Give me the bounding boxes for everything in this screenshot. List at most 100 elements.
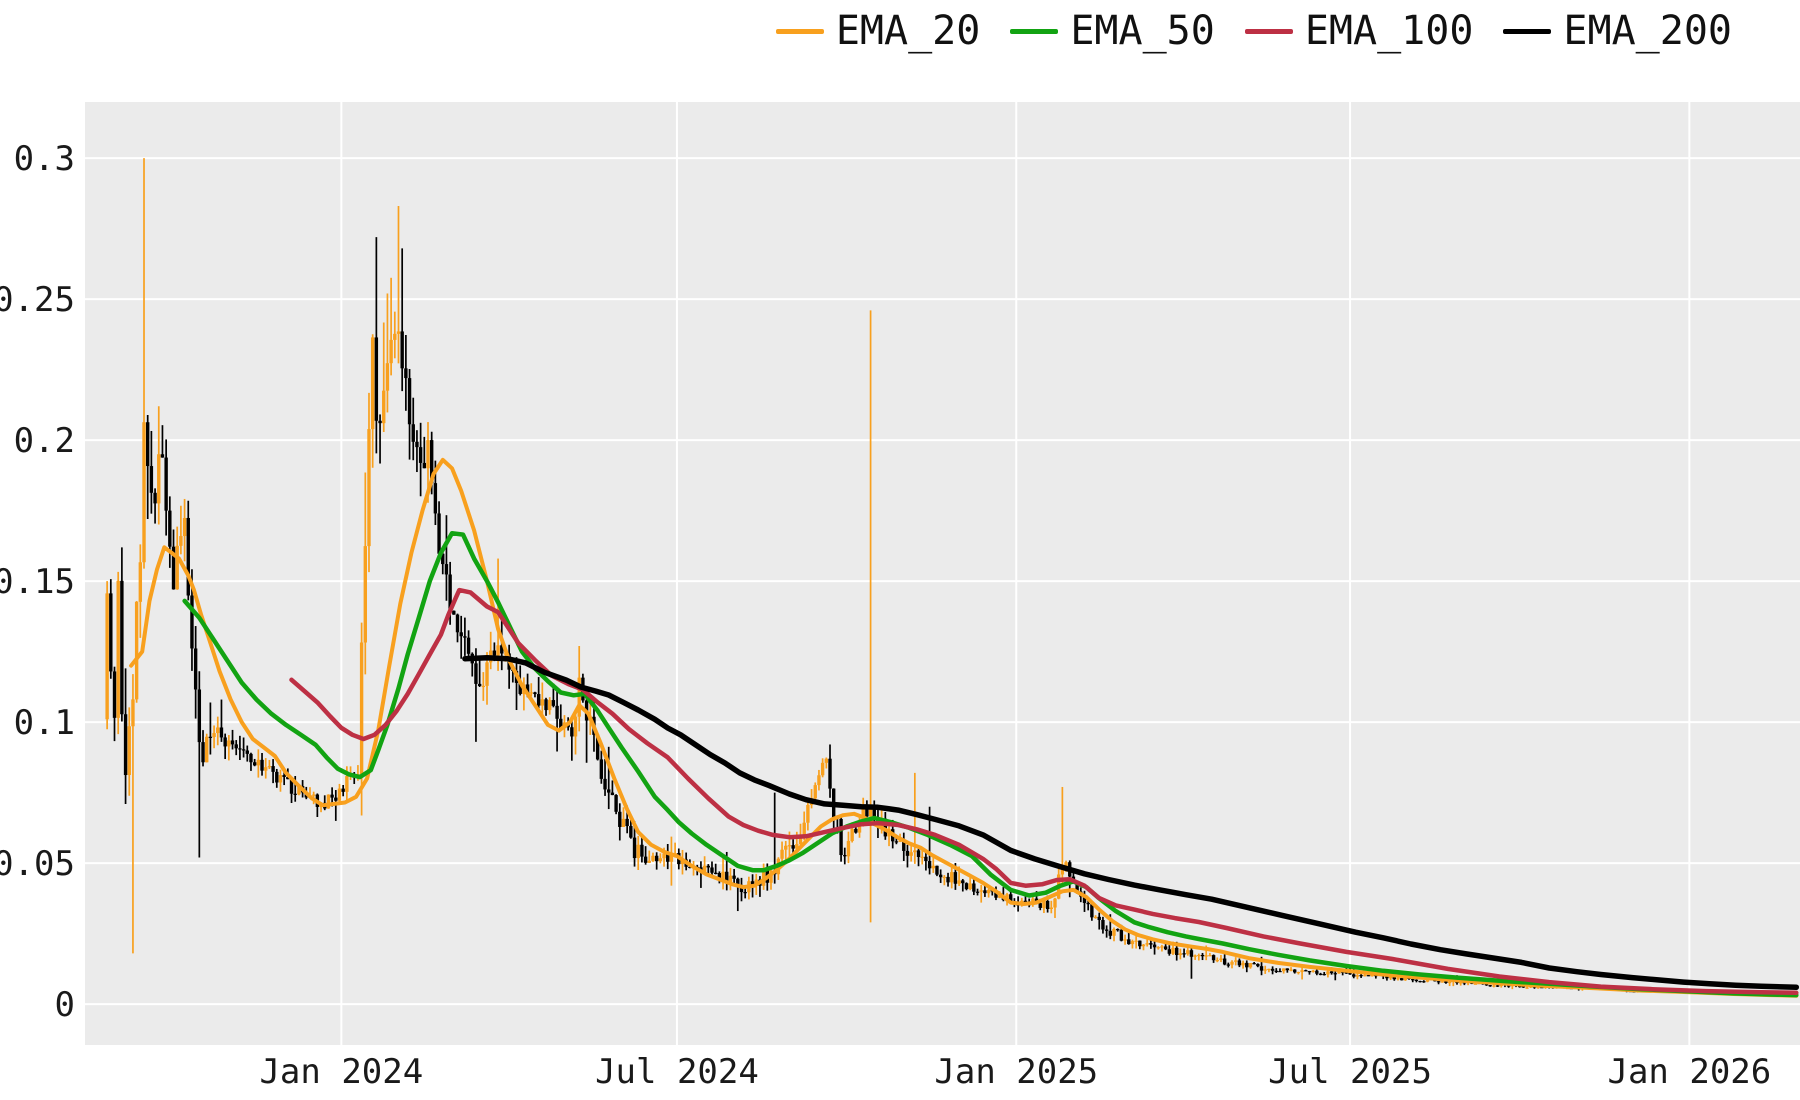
- candle-down: [1274, 970, 1278, 972]
- candle-up: [1248, 963, 1253, 968]
- candle-up: [138, 562, 143, 602]
- x-tick-label: Jul 2025: [1268, 1052, 1432, 1092]
- candle-up: [1355, 975, 1360, 977]
- candle-down: [171, 546, 176, 590]
- candle-up: [389, 339, 393, 364]
- candle-up: [345, 776, 349, 792]
- ema-20-line: [129, 457, 1799, 998]
- candle-up: [647, 860, 651, 863]
- candle-up: [1458, 982, 1463, 984]
- legend-swatch-ema-50: [1010, 28, 1059, 34]
- legend-label-ema-20: EMA_20: [835, 8, 981, 54]
- candle-down: [1226, 964, 1231, 966]
- candle-down: [153, 492, 157, 504]
- candle-up: [326, 794, 331, 809]
- candle-up: [256, 759, 261, 766]
- candle-down: [164, 457, 168, 511]
- candle-down: [241, 749, 246, 751]
- candle-up: [1204, 955, 1208, 957]
- candle-up: [359, 642, 364, 775]
- legend-item-ema-20: EMA_20: [775, 8, 981, 54]
- candle-down: [1152, 944, 1157, 948]
- candle-down: [437, 513, 441, 554]
- legend-swatch-ema-20: [775, 28, 824, 34]
- legend-label-ema-200: EMA_200: [1563, 8, 1732, 54]
- y-tick-label: 0.3: [14, 139, 75, 179]
- candle-up: [182, 517, 187, 537]
- candle-down: [455, 614, 460, 633]
- candle-up: [820, 762, 825, 776]
- candle-up: [131, 699, 135, 727]
- candle-up: [1215, 959, 1219, 962]
- candle-down: [448, 574, 452, 611]
- candle-down: [433, 483, 438, 514]
- candle-down: [1104, 929, 1109, 931]
- candle-down: [120, 580, 124, 715]
- candle-up: [795, 844, 799, 849]
- candle-down: [839, 818, 843, 856]
- candle-down: [1252, 963, 1256, 965]
- candle-down: [459, 632, 463, 637]
- x-tick-label: Jan 2025: [934, 1052, 1098, 1092]
- candle-down: [249, 753, 253, 763]
- y-tick-label: 0.2: [14, 421, 75, 461]
- candle-down: [1399, 978, 1404, 981]
- candle-down: [736, 878, 740, 885]
- candle-up: [393, 333, 397, 340]
- candle-down: [603, 778, 607, 790]
- candle-up: [651, 855, 655, 861]
- candle-down: [1366, 975, 1371, 977]
- candle-down: [1138, 940, 1142, 947]
- candle-down: [415, 441, 419, 448]
- candle-up: [1230, 961, 1234, 965]
- axis-labels: 0 0.05 0.1 0.15 0.2 0.25 0.3 Jan 2024 Jul 2024 Ja…: [0, 139, 1771, 1092]
- candle-down: [1506, 985, 1511, 987]
- candle-up: [1296, 971, 1301, 974]
- candle-down: [551, 700, 556, 706]
- candle-down: [341, 788, 345, 792]
- candle-down: [1009, 894, 1013, 902]
- candle-down: [743, 892, 747, 894]
- candle-down: [983, 890, 987, 894]
- candle-up: [548, 700, 552, 711]
- candle-down: [334, 797, 338, 801]
- candle-up: [909, 852, 913, 856]
- candle-down: [938, 874, 943, 878]
- candle-up: [337, 788, 342, 801]
- candle-down: [271, 766, 275, 772]
- candle-down: [245, 750, 249, 754]
- candle-down: [1119, 929, 1124, 941]
- candle-up: [787, 845, 792, 847]
- candle-down: [713, 872, 718, 874]
- candle-down: [1329, 971, 1334, 974]
- candle-down: [640, 844, 644, 857]
- candle-up: [1473, 983, 1478, 985]
- y-tick-label: 0.15: [0, 562, 75, 602]
- candle-up: [802, 822, 806, 837]
- candle-up: [216, 727, 220, 734]
- candle-down: [1038, 903, 1042, 908]
- candle-down: [924, 856, 928, 862]
- candle-up: [127, 726, 131, 776]
- candle-up: [116, 580, 120, 718]
- candle-down: [1115, 929, 1120, 931]
- candle-down: [1259, 966, 1264, 971]
- candle-down: [872, 807, 876, 820]
- candle-down: [1149, 943, 1153, 945]
- y-tick-label: 0.1: [14, 703, 75, 743]
- candle-down: [1189, 950, 1194, 957]
- candle-down: [975, 891, 980, 893]
- candle-down: [197, 689, 202, 743]
- candle-up: [1193, 955, 1197, 957]
- candle-down: [902, 840, 906, 851]
- candle-up: [780, 849, 784, 859]
- candle-down: [666, 853, 670, 862]
- candle-up: [1492, 985, 1496, 987]
- candle-down: [477, 683, 482, 686]
- candle-down: [492, 650, 497, 656]
- candle-down: [1108, 930, 1113, 936]
- candle-up: [1370, 975, 1374, 977]
- candle-down: [1436, 981, 1441, 983]
- candle-down: [1256, 963, 1260, 967]
- candle-down: [595, 734, 600, 760]
